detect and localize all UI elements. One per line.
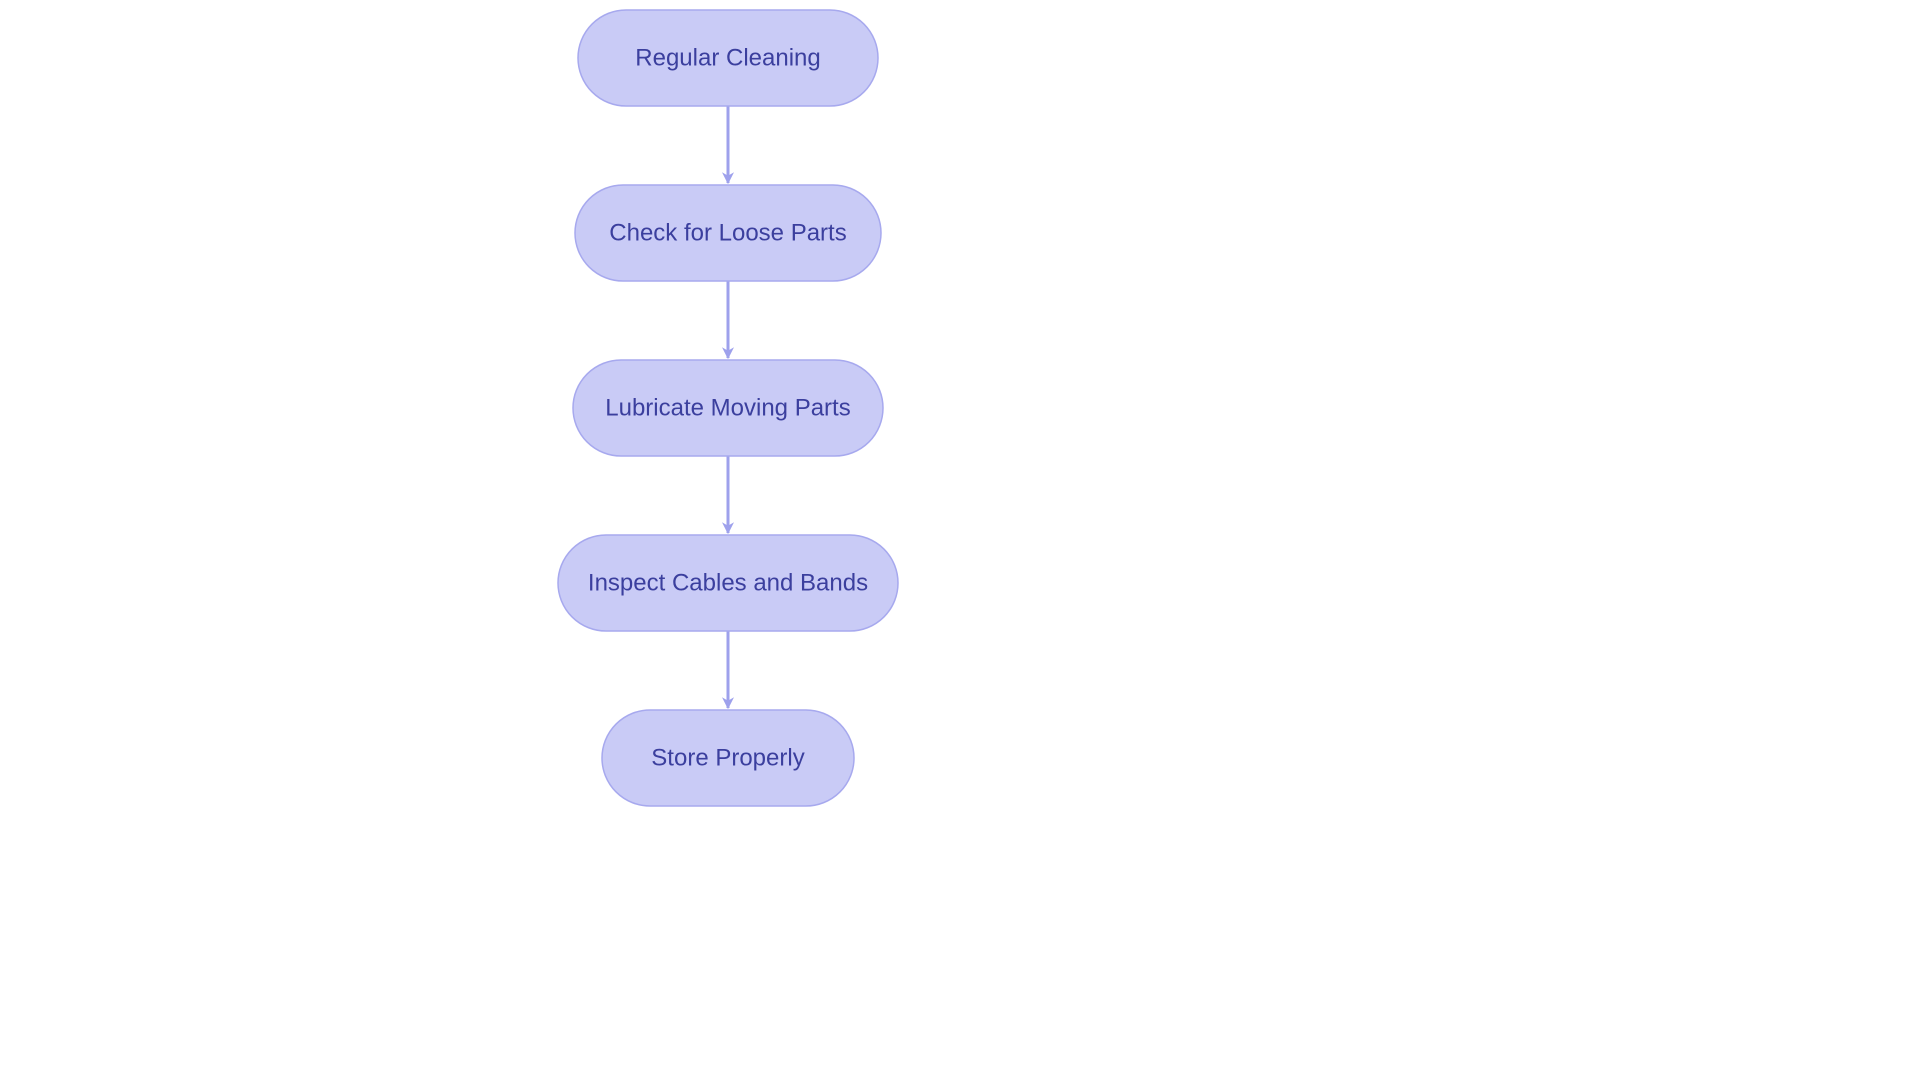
node-label: Inspect Cables and Bands <box>588 570 868 597</box>
node-label: Regular Cleaning <box>635 45 820 72</box>
node-label: Store Properly <box>651 745 804 772</box>
node-label: Check for Loose Parts <box>609 220 846 247</box>
flowchart-node: Store Properly <box>602 710 854 806</box>
flowchart-node: Regular Cleaning <box>578 10 878 106</box>
flowchart-node: Inspect Cables and Bands <box>558 535 898 631</box>
node-label: Lubricate Moving Parts <box>605 395 850 422</box>
flowchart-node: Lubricate Moving Parts <box>573 360 883 456</box>
flowchart-node: Check for Loose Parts <box>575 185 881 281</box>
flowchart: Regular Cleaning Check for Loose Parts Lub… <box>0 0 1920 1083</box>
